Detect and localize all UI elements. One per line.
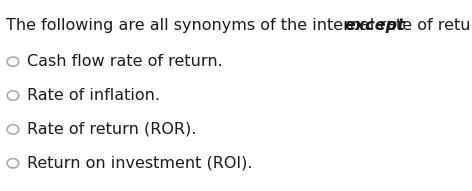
Text: Rate of inflation.: Rate of inflation. <box>27 88 160 103</box>
Text: Rate of return (ROR).: Rate of return (ROR). <box>27 122 196 137</box>
Text: except: except <box>344 18 405 33</box>
Text: The following are all synonyms of the internal rate of return (IRR),: The following are all synonyms of the in… <box>6 18 472 33</box>
Text: Cash flow rate of return.: Cash flow rate of return. <box>27 54 222 69</box>
Text: Return on investment (ROI).: Return on investment (ROI). <box>27 156 252 171</box>
